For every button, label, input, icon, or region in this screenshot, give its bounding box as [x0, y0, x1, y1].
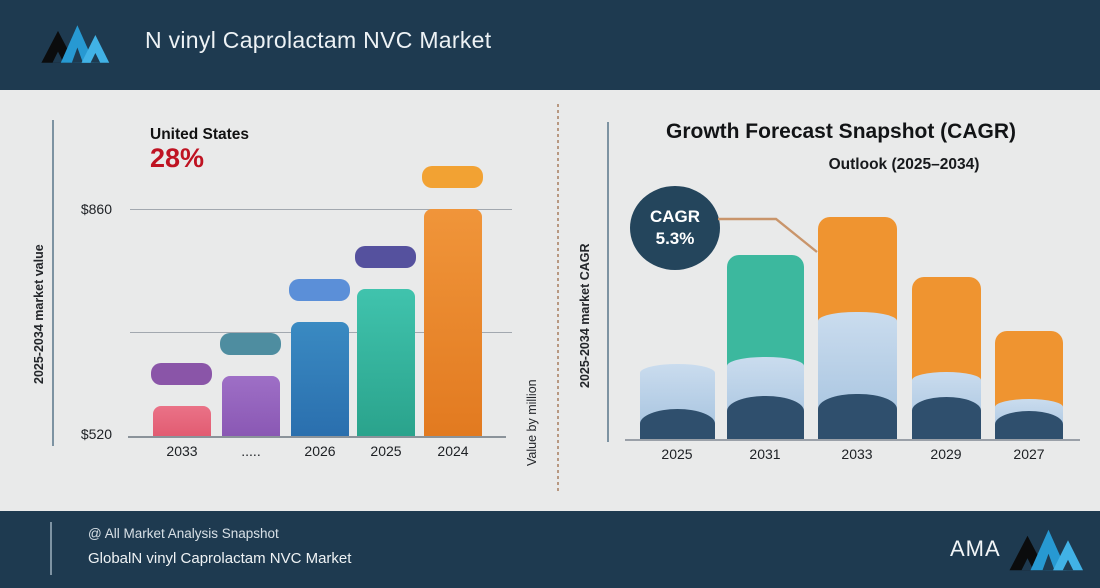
right-x-label-2025: 2025 [661, 446, 693, 462]
gridline-860 [130, 209, 512, 210]
region-label: United States [150, 126, 250, 143]
right-x-label-2029: 2029 [930, 446, 962, 462]
page-title: N vinyl Caprolactam NVC Market [145, 27, 492, 53]
footer-brand-text: AMA [950, 536, 1001, 561]
left-bar-..... [222, 376, 280, 436]
left-bar-cap-2026 [289, 279, 350, 301]
ama-logo-icon [1009, 529, 1083, 571]
left-bar-2026 [291, 322, 349, 436]
left-x-label-.....: ..... [241, 443, 261, 459]
left-bar-cap-2025 [355, 246, 416, 268]
right-bar-2033-base-segment [817, 394, 897, 439]
right-y-axis-label: 2025-2034 market CAGR [578, 243, 592, 389]
right-x-label-2027: 2027 [1013, 446, 1045, 462]
header: N vinyl Caprolactam NVC Market [0, 0, 1100, 90]
cagr-badge-value: 5.3% [655, 229, 695, 248]
ytick-860: $860 [80, 201, 112, 217]
left-x-label-2033: 2033 [166, 443, 198, 459]
growth-percent: 28% [150, 143, 205, 173]
footer-tagline: @ All Market Analysis Snapshot [88, 526, 279, 541]
footer-report-title: GlobalN vinyl Caprolactam NVC Market [88, 550, 352, 567]
left-bar-cap-2033 [151, 363, 212, 385]
panel-divider [557, 104, 559, 492]
left-bar-cap-..... [220, 333, 281, 355]
right-chart-subtitle: Outlook (2025–2034) [828, 156, 980, 173]
right-bar-2025-base-segment [639, 409, 715, 439]
right-bar-2029-base-segment [911, 397, 981, 439]
left-x-label-2025: 2025 [370, 443, 402, 459]
left-x-label-2024: 2024 [437, 443, 469, 459]
left-bar-2033 [153, 406, 211, 436]
left-bar-cap-2024 [422, 166, 483, 188]
unit-axis-label: Value by million [525, 379, 539, 466]
footer-divider [50, 522, 52, 575]
right-bar-2027-base-segment [995, 411, 1063, 439]
right-x-label-2033: 2033 [841, 446, 873, 462]
left-bar-2025 [357, 289, 415, 436]
right-bar-2031-base-segment [726, 396, 804, 439]
charts-area: 2025-2034 market value United States 28%… [0, 90, 1100, 511]
cagr-badge-label: CAGR [649, 207, 701, 226]
ama-logo-icon [41, 25, 110, 63]
left-y-axis-label: 2025-2034 market value [32, 244, 46, 384]
right-x-label-2031: 2031 [749, 446, 781, 462]
footer: @ All Market Analysis Snapshot GlobalN v… [0, 511, 1100, 588]
ytick-520: $520 [80, 426, 112, 442]
cagr-badge: CAGR 5.3% [630, 186, 720, 270]
badge-connector-line [718, 217, 818, 253]
left-y-axis [52, 120, 54, 446]
left-x-label-2026: 2026 [304, 443, 336, 459]
left-x-axis [128, 436, 506, 438]
left-bar-2024 [424, 209, 482, 436]
right-x-axis [625, 439, 1080, 441]
right-y-axis [607, 122, 609, 442]
right-chart-title: Growth Forecast Snapshot (CAGR) [665, 120, 1017, 143]
